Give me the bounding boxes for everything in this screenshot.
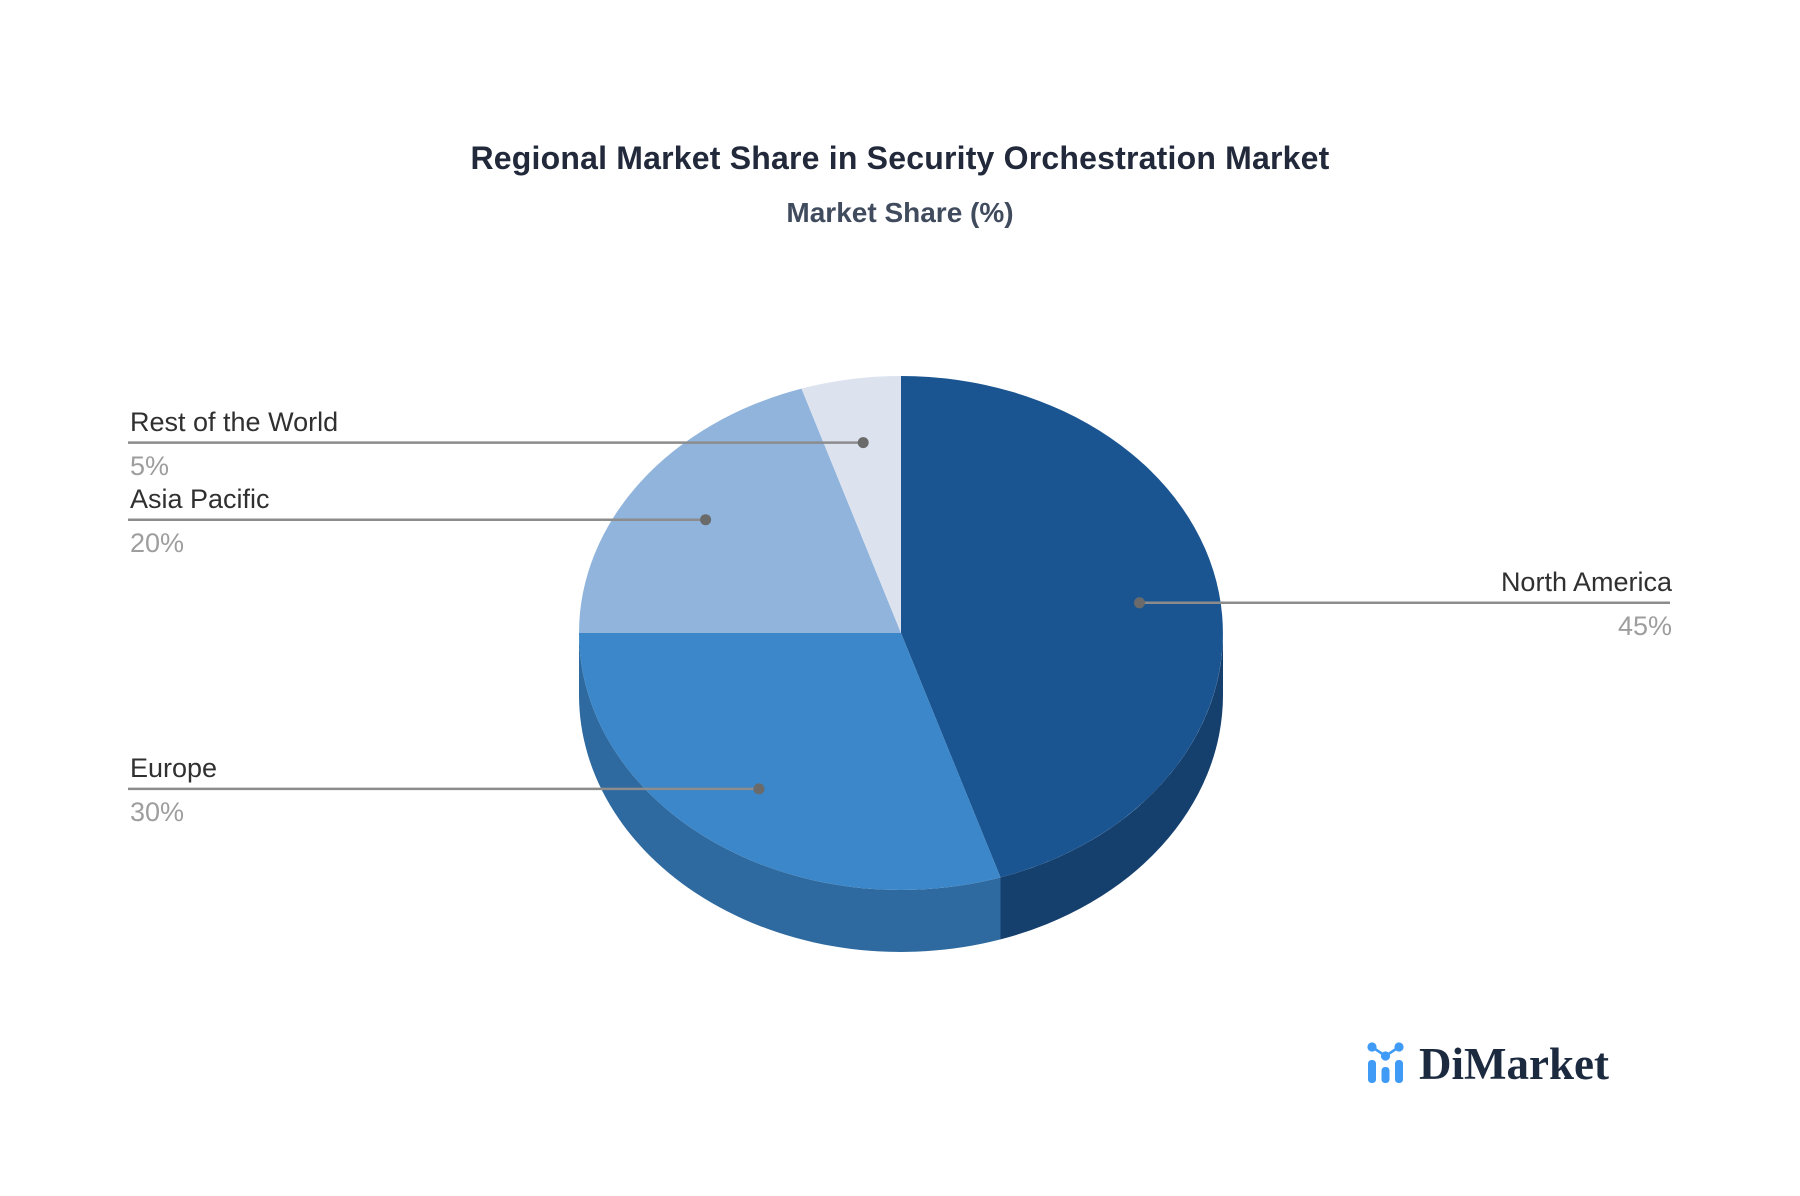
- slice-value-rest-of-the-world: 5%: [130, 450, 170, 481]
- chart-subtitle: Market Share (%): [786, 197, 1014, 228]
- bar-line-chart-icon: [1367, 1042, 1404, 1083]
- pie-slice-asia-pacific[interactable]: [579, 388, 901, 633]
- slice-value-europe: 30%: [130, 796, 185, 827]
- slice-label-rest-of-the-world: Rest of the World: [130, 406, 339, 437]
- pie-slice-north-america[interactable]: [901, 376, 1223, 878]
- pie-slice-side-north-america: [1000, 633, 1223, 940]
- leader-dot-north-america: [1134, 597, 1145, 609]
- leader-dot-asia-pacific: [700, 514, 712, 526]
- slice-label-asia-pacific: Asia Pacific: [130, 483, 270, 514]
- slice-value-asia-pacific: 20%: [130, 527, 185, 558]
- brand-logo: DiMarket: [1365, 1040, 1609, 1088]
- leader-dot-europe: [753, 783, 765, 795]
- chart-title: Regional Market Share in Security Orches…: [470, 140, 1330, 176]
- slice-value-north-america: 45%: [1617, 610, 1672, 641]
- pie-slice-side-europe: [579, 633, 1001, 952]
- pie-slice-europe[interactable]: [579, 633, 1001, 890]
- brand-logo-text: DiMarket: [1419, 1039, 1609, 1089]
- leader-dot-rest-of-the-world: [857, 437, 869, 449]
- slice-label-europe: Europe: [130, 752, 218, 783]
- pie-slice-rest-of-the-world[interactable]: [801, 376, 902, 633]
- slice-label-north-america: North America: [1500, 566, 1672, 597]
